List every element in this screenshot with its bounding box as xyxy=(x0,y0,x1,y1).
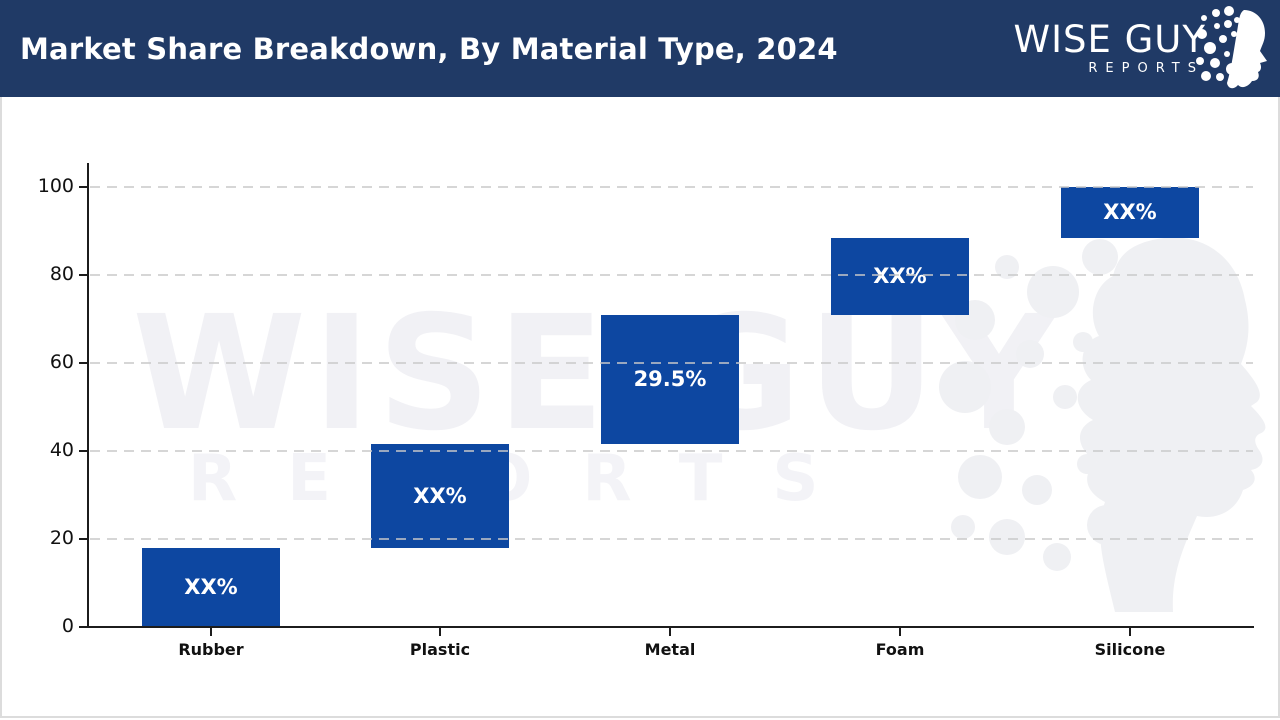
brand-logo-text: WISE GUY REPORTS xyxy=(1013,17,1206,77)
bar-foam: XX% xyxy=(831,237,969,315)
bar-rubber: XX% xyxy=(142,547,280,627)
x-axis-line xyxy=(88,626,1254,628)
brand-subname: REPORTS xyxy=(1088,61,1204,77)
bar-value-label: 29.5% xyxy=(633,367,707,392)
bar-value-label: XX% xyxy=(413,484,467,509)
y-axis-line xyxy=(87,163,89,628)
y-tick-label: 20 xyxy=(49,527,74,549)
y-axis-tick xyxy=(79,186,88,188)
bar-value-label: XX% xyxy=(873,264,927,289)
x-tick-label: Rubber xyxy=(178,640,244,659)
y-tick-label: 0 xyxy=(61,615,74,637)
x-tick-label: Silicone xyxy=(1094,640,1166,659)
gridline xyxy=(90,362,1253,364)
header-bar: Market Share Breakdown, By Material Type… xyxy=(0,0,1280,97)
y-axis-tick xyxy=(79,538,88,540)
brand-face-icon xyxy=(1196,6,1267,89)
x-tick-label: Plastic xyxy=(409,640,471,659)
brand-name: WISE GUY xyxy=(1013,17,1206,61)
bar-metal: 29.5% xyxy=(601,314,739,445)
gridline xyxy=(90,274,1253,276)
x-axis-tick xyxy=(439,628,441,636)
y-axis-tick xyxy=(79,450,88,452)
x-tick-label: Foam xyxy=(875,640,925,659)
y-axis-tick xyxy=(79,626,88,628)
watermark-face-icon xyxy=(939,237,1266,612)
y-axis-tick xyxy=(79,362,88,364)
x-axis-tick xyxy=(669,628,671,636)
page-title: Market Share Breakdown, By Material Type… xyxy=(20,31,838,66)
gridline xyxy=(90,186,1253,188)
y-tick-label: 40 xyxy=(49,439,74,461)
brand-logo: WISE GUY REPORTS xyxy=(1014,6,1270,90)
bar-value-label: XX% xyxy=(184,575,238,600)
bar-silicone: XX% xyxy=(1061,187,1199,238)
y-tick-label: 80 xyxy=(49,263,74,285)
x-axis-tick xyxy=(210,628,212,636)
chart-area: 0 20 40 60 80 100 XX% Rubber XX% Plastic 29.5% Meta… xyxy=(0,97,1280,720)
x-axis-tick xyxy=(1129,628,1131,636)
gridline xyxy=(90,538,1253,540)
y-tick-label: 100 xyxy=(37,175,74,197)
gridline xyxy=(90,450,1253,452)
bar-plastic: XX% xyxy=(371,444,509,548)
y-tick-label: 60 xyxy=(49,351,74,373)
bar-value-label: XX% xyxy=(1103,200,1157,225)
x-axis-tick xyxy=(899,628,901,636)
x-tick-label: Metal xyxy=(644,640,696,659)
y-axis-tick xyxy=(79,274,88,276)
